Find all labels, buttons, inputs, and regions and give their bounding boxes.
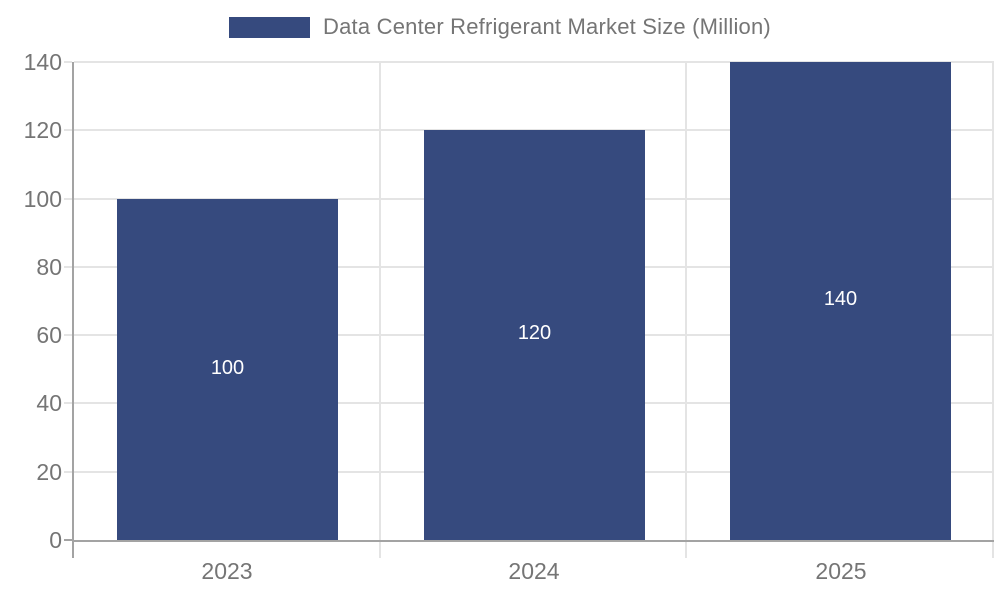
x-axis-tick bbox=[992, 542, 994, 558]
y-axis-tick bbox=[64, 198, 72, 200]
y-axis-tick bbox=[64, 334, 72, 336]
bar-2024[interactable]: 120 bbox=[424, 130, 645, 540]
y-axis-tick bbox=[64, 402, 72, 404]
legend-label: Data Center Refrigerant Market Size (Mil… bbox=[323, 14, 771, 39]
y-tick-label: 140 bbox=[23, 49, 62, 75]
v-gridline bbox=[992, 62, 994, 540]
y-axis-tick bbox=[64, 471, 72, 473]
v-gridline bbox=[685, 62, 687, 540]
y-axis-line bbox=[72, 62, 74, 558]
v-gridline bbox=[379, 62, 381, 540]
x-tick-label: 2023 bbox=[201, 558, 253, 584]
bar-2023[interactable]: 100 bbox=[117, 199, 338, 540]
y-tick-label: 80 bbox=[36, 254, 62, 280]
legend[interactable]: Data Center Refrigerant Market Size (Mil… bbox=[0, 14, 1000, 40]
y-axis-tick bbox=[64, 61, 72, 63]
y-axis-tick bbox=[64, 539, 72, 541]
bar-value-label: 140 bbox=[823, 288, 858, 310]
x-tick-label: 2024 bbox=[508, 558, 560, 584]
x-axis-line bbox=[72, 540, 994, 542]
legend-swatch bbox=[229, 16, 311, 38]
y-axis-tick bbox=[64, 129, 72, 131]
x-axis-tick bbox=[685, 542, 687, 558]
y-tick-label: 0 bbox=[49, 527, 62, 553]
plot-area: 100 120 140 bbox=[64, 61, 994, 558]
h-gridline bbox=[74, 61, 994, 63]
y-tick-label: 40 bbox=[36, 390, 62, 416]
bar-value-label: 120 bbox=[517, 322, 552, 344]
y-tick-label: 100 bbox=[23, 186, 62, 212]
bar-value-label: 100 bbox=[210, 357, 245, 379]
y-tick-label: 20 bbox=[36, 459, 62, 485]
y-tick-label: 60 bbox=[36, 322, 62, 348]
bar-2025[interactable]: 140 bbox=[730, 62, 951, 540]
x-axis-tick bbox=[379, 542, 381, 558]
y-tick-label: 120 bbox=[23, 117, 62, 143]
y-axis-tick bbox=[64, 266, 72, 268]
x-tick-label: 2025 bbox=[815, 558, 867, 584]
